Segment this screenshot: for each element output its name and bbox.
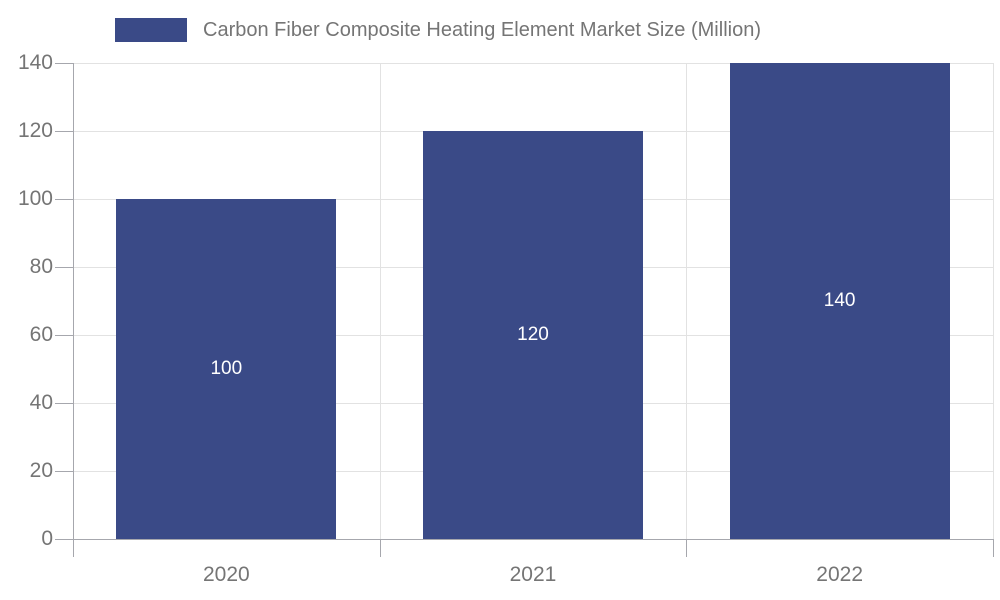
gridline-vertical — [993, 63, 994, 539]
y-tick-label: 80 — [29, 255, 53, 278]
bar-value-label: 120 — [517, 324, 549, 345]
y-axis-tick — [55, 131, 73, 132]
y-tick-label: 120 — [17, 119, 53, 142]
gridline-horizontal — [73, 63, 993, 64]
x-tick-label: 2022 — [816, 563, 864, 586]
y-tick-label: 100 — [17, 187, 53, 210]
y-axis-tick — [55, 403, 73, 404]
gridline-vertical — [686, 63, 688, 539]
bar-2020[interactable] — [116, 199, 337, 539]
x-axis-tick — [686, 539, 688, 557]
x-axis-tick — [993, 539, 994, 557]
y-tick-label: 20 — [29, 459, 53, 482]
y-axis-tick — [55, 63, 73, 64]
y-tick-label: 40 — [29, 391, 53, 414]
x-axis-line — [73, 539, 993, 540]
bar-value-label: 100 — [210, 358, 243, 379]
y-axis-tick — [55, 539, 73, 540]
y-tick-label: 140 — [17, 51, 53, 74]
y-tick-label: 60 — [29, 323, 53, 346]
y-axis-tick — [55, 335, 73, 336]
x-axis-tick — [379, 539, 381, 557]
gridline-vertical — [379, 63, 381, 539]
bar-2021[interactable] — [423, 131, 643, 539]
legend-label: Carbon Fiber Composite Heating Element M… — [203, 18, 761, 41]
y-axis-tick — [55, 471, 73, 472]
x-tick-label: 2021 — [509, 563, 557, 586]
x-tick-label: 2020 — [202, 563, 250, 586]
y-axis-line — [73, 63, 74, 539]
y-axis-tick — [55, 199, 73, 200]
x-axis-tick — [73, 539, 74, 557]
bar-2022[interactable] — [729, 63, 950, 539]
y-tick-label: 0 — [41, 527, 53, 550]
legend-swatch — [115, 18, 187, 42]
legend-item[interactable]: Carbon Fiber Composite Heating Element M… — [115, 14, 761, 46]
bar-value-label: 140 — [823, 290, 856, 311]
y-axis-tick — [55, 267, 73, 268]
